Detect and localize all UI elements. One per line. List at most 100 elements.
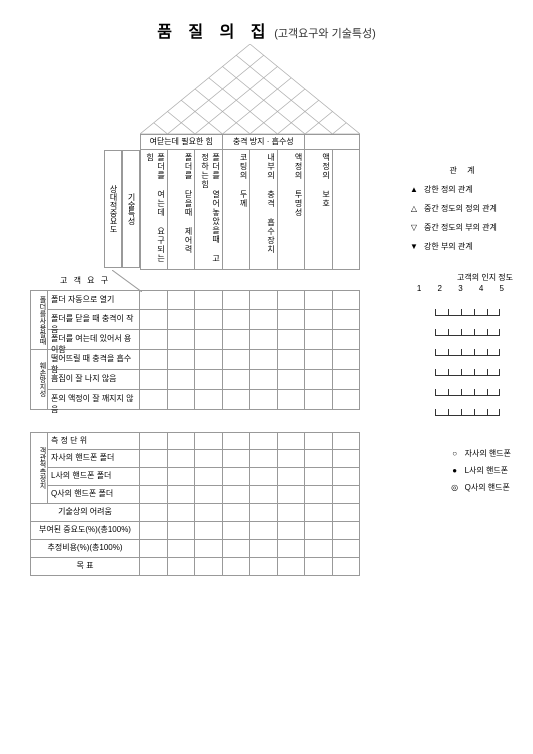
matrix-cell: [223, 310, 251, 330]
bottom-cell: [305, 540, 333, 558]
bottom-cell: [250, 486, 278, 504]
bottom-cell: [250, 450, 278, 468]
legend-symbol: ▼: [409, 242, 419, 251]
customer-need-row: 떨어뜨릴 때 충격을 흡수함: [48, 350, 140, 370]
measurement-row: Q사의 핸드폰 폴더: [48, 486, 140, 504]
diagonal-connector: [112, 270, 142, 292]
matrix-cell: [195, 290, 223, 310]
customer-needs-header: 고 객 요 구: [60, 275, 110, 286]
scale-tick: [461, 349, 474, 356]
scale-tick: [487, 409, 500, 416]
perception-header: 고객의 인지 정도: [457, 272, 513, 283]
company-legend-item: ◎Q사의 핸드폰: [450, 482, 511, 493]
matrix-cell: [278, 390, 306, 410]
matrix-cell: [168, 350, 196, 370]
bottom-cell: [140, 486, 168, 504]
bottom-cell: [333, 450, 361, 468]
scale-tick: [474, 329, 487, 336]
customer-need-row: 폰의 액정이 잘 깨지지 않음: [48, 390, 140, 410]
company-symbol: ●: [450, 466, 460, 475]
legend-symbol: △: [409, 204, 419, 213]
company-label: Q사의 핸드폰: [465, 482, 510, 493]
bottom-cell: [250, 432, 278, 450]
title-sub: (고객요구와 기술특성): [274, 28, 375, 40]
matrix-cell: [305, 310, 333, 330]
matrix-cell: [223, 370, 251, 390]
matrix-cell: [305, 330, 333, 350]
bottom-cell: [223, 486, 251, 504]
perception-scale-row: [435, 396, 513, 416]
matrix-cell: [195, 370, 223, 390]
tech-column: 액정의 보호: [305, 150, 333, 270]
company-label: 자사의 핸드폰: [465, 448, 511, 459]
scale-tick: [487, 389, 500, 396]
bottom-cell: [333, 540, 361, 558]
scale-tick: [435, 389, 448, 396]
matrix-cell: [250, 390, 278, 410]
bottom-cell: [333, 486, 361, 504]
relative-importance-label: 상대적중요도: [104, 150, 122, 268]
legend-item: △ 중간 정도의 정의 관계: [409, 203, 519, 214]
bottom-cell: [223, 540, 251, 558]
bottom-cell: [305, 522, 333, 540]
matrix-cell: [140, 390, 168, 410]
bottom-cell: [140, 432, 168, 450]
bottom-cell: [305, 486, 333, 504]
matrix-cell: [278, 330, 306, 350]
scale-tick: [448, 349, 461, 356]
bottom-cell: [333, 432, 361, 450]
scale-tick: [435, 349, 448, 356]
scale-tick: [461, 309, 474, 316]
bottom-cell: [333, 468, 361, 486]
bottom-cell: [140, 468, 168, 486]
customer-need-row: 폴더를 여는데 있어서 용이함: [48, 330, 140, 350]
bottom-cell: [140, 522, 168, 540]
bottom-cell: [223, 432, 251, 450]
measurement-row: 자사의 핸드폰 폴더: [48, 450, 140, 468]
scale-tick: [448, 309, 461, 316]
customer-need-row: 흠집이 잘 나지 않음: [48, 370, 140, 390]
bottom-cell: [168, 432, 196, 450]
matrix-cell: [305, 290, 333, 310]
bottom-cell: [140, 504, 168, 522]
bottom-cell: [168, 468, 196, 486]
scale-tick: [435, 369, 448, 376]
perception-scale-row: [435, 356, 513, 376]
bottom-cell: [250, 540, 278, 558]
column-group: 충격 방지 · 흡수성: [223, 134, 306, 150]
matrix-cell: [333, 370, 361, 390]
matrix-cell: [195, 310, 223, 330]
summary-row: 목 표: [30, 558, 140, 576]
matrix-cell: [278, 290, 306, 310]
summary-row: 기술상의 어려움: [30, 504, 140, 522]
matrix-cell: [278, 310, 306, 330]
bottom-cell: [195, 504, 223, 522]
scale-tick: [461, 389, 474, 396]
legend-label: 중간 정도의 부의 관계: [424, 222, 497, 233]
matrix-cell: [305, 370, 333, 390]
company-label: L사의 핸드폰: [465, 465, 508, 476]
bottom-cell: [250, 558, 278, 576]
company-legend-item: ○자사의 핸드폰: [450, 448, 511, 459]
matrix-cell: [140, 330, 168, 350]
matrix-cell: [195, 390, 223, 410]
bottom-cell: [305, 468, 333, 486]
legend-label: 중간 정도의 정의 관계: [424, 203, 497, 214]
bottom-cell: [168, 486, 196, 504]
legend-item: ▼강한 부의 관계: [409, 241, 519, 252]
scale-tick: [435, 329, 448, 336]
scale-tick: [474, 349, 487, 356]
scale-tick: [461, 369, 474, 376]
matrix-cell: [333, 350, 361, 370]
bottom-cell: [223, 522, 251, 540]
matrix-cell: [168, 310, 196, 330]
bottom-cell: [140, 558, 168, 576]
scale-tick: [435, 309, 448, 316]
matrix-cell: [223, 350, 251, 370]
bottom-cell: [278, 522, 306, 540]
matrix-cell: [140, 310, 168, 330]
legend-symbol: ▲: [409, 185, 419, 194]
bottom-cell: [223, 450, 251, 468]
bottom-cell: [195, 558, 223, 576]
bottom-cell: [168, 558, 196, 576]
